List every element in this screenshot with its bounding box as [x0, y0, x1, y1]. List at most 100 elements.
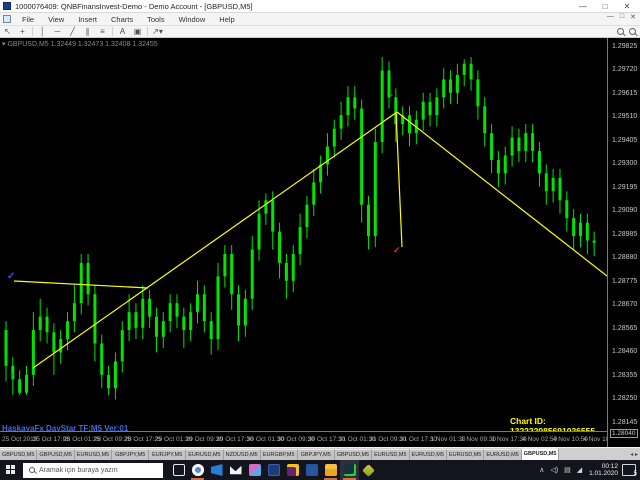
paint3d-icon[interactable] [245, 460, 264, 480]
chart-tab-eurusdm5[interactable]: EURUSD,M5 [372, 449, 410, 460]
time-tick-label: 4 Nov 10:50 [552, 436, 588, 443]
buy-arrow-marker[interactable]: ↑ [9, 371, 15, 383]
menu-help[interactable]: Help [219, 14, 235, 24]
chart-tab-eurusdm5[interactable]: EURUSD,M5 [409, 449, 447, 460]
taskbar-clock[interactable]: 00:12 1.01.2020 [589, 463, 618, 477]
buy-check-marker[interactable]: ✓ [7, 271, 16, 282]
chart-plot-area[interactable]: ▾ GBPUSD,M5 1.32449 1.32473 1.32408 1.32… [0, 38, 607, 431]
photos-app-icon[interactable] [264, 460, 283, 480]
menu-file[interactable]: File [22, 14, 35, 24]
crosshair-tool-icon[interactable]: + [20, 26, 25, 36]
folder-tray-icon[interactable]: ▤ [564, 467, 571, 474]
blue-app-icon[interactable] [302, 460, 321, 480]
windows-logo-icon [6, 465, 16, 475]
taskbar-search-input[interactable]: Aramak için buraya yazın [23, 462, 163, 478]
tab-scroll-arrows[interactable]: ◂ ▸ [630, 452, 638, 458]
search-placeholder: Aramak için buraya yazın [39, 466, 118, 474]
chart-tab-gbpusdm5[interactable]: GBPUSD,M5 [521, 448, 560, 460]
task-view-icon[interactable] [169, 460, 188, 480]
notification-center-icon[interactable]: 5 [622, 464, 637, 477]
chart-tab-gbpjpym5[interactable]: GBPJPY,M5 [297, 449, 335, 460]
window-title: 1000076409: QNBFinansInvest-Demo - Demo … [15, 1, 253, 11]
menu-tools[interactable]: Tools [147, 14, 165, 24]
diamond-app-icon[interactable] [359, 460, 378, 480]
sell-arrow-marker[interactable]: ↓ [389, 87, 395, 99]
purple-app-icon-glyph [286, 464, 299, 476]
mdi-minimize-button[interactable]: — [606, 13, 614, 20]
task-view-icon-glyph [172, 464, 185, 476]
paint3d-icon-glyph [248, 464, 261, 476]
active-app-underline [324, 478, 337, 480]
metatrader-icon[interactable] [340, 460, 359, 480]
channel-tool-icon[interactable]: ∥ [85, 26, 90, 36]
toolbar: ↖ + │ ─ ╱ ∥ ≡ A ▣ ↗▾ [0, 26, 640, 38]
price-tick-label: 1.28355 [612, 371, 638, 379]
time-axis[interactable]: 25 Oct 2019 25 Oct 17:05 28 Oct 01:25 28 Oc… [0, 431, 607, 447]
menu-window[interactable]: Window [178, 14, 206, 24]
chart-tab-eurusdm5[interactable]: EURUSD,M5 [74, 449, 113, 460]
purple-app-icon[interactable] [283, 460, 302, 480]
network-icon[interactable]: ◢ [576, 467, 583, 474]
mail-icon[interactable] [226, 460, 245, 480]
left-short-line[interactable] [13, 280, 149, 289]
time-tick-label: 4 Nov 02:50 [522, 436, 558, 443]
title-bar[interactable]: 1000076409: QNBFinansInvest-Demo - Demo … [0, 0, 640, 13]
price-tick-label: 1.29090 [612, 207, 638, 215]
chart-tab-nzdusdm5[interactable]: NZDUSD,M5 [223, 449, 261, 460]
close-button[interactable]: ✕ [623, 2, 631, 11]
blue-app-icon-glyph [305, 464, 318, 476]
text-tool-icon[interactable]: A [119, 26, 126, 36]
chart-tab-eurjpym5[interactable]: EURJPY,M5 [149, 449, 187, 460]
price-axis[interactable]: 1.29825 1.29720 1.29615 1.29510 1.29405 1.293… [607, 38, 640, 447]
cursor-tool-icon[interactable]: ↖ [4, 26, 11, 36]
file-explorer-icon[interactable] [321, 460, 340, 480]
mdi-restore-button[interactable]: □ [619, 13, 625, 20]
horizontal-line-tool-icon[interactable]: ─ [54, 26, 61, 36]
fibonacci-tool-icon[interactable]: ≡ [100, 26, 105, 36]
metatrader-icon-glyph [343, 464, 356, 476]
price-tick-label: 1.28145 [612, 418, 638, 426]
arrows-tool-icon[interactable]: ↗▾ [152, 26, 163, 36]
chart-tab-eurusdm5[interactable]: EURUSD,M5 [484, 449, 522, 460]
menu-charts[interactable]: Charts [110, 14, 134, 24]
label-tool-icon[interactable]: ▣ [133, 26, 142, 36]
trendline-tool-icon[interactable]: ╱ [70, 26, 75, 36]
symbol-label: GBPUSD,M5 [7, 41, 49, 48]
menu-view[interactable]: View [48, 14, 65, 24]
rising-trendline[interactable] [32, 111, 398, 369]
toolbar-separator [32, 27, 33, 36]
time-tick-label: 30 Oct 17:30 [308, 436, 346, 443]
chrome-icon[interactable] [188, 460, 207, 480]
tray-chevron-icon[interactable]: ∧ [539, 467, 545, 474]
start-button[interactable] [0, 460, 22, 480]
symbol-ohlc-label: ▾ GBPUSD,M5 1.32449 1.32473 1.32408 1.32… [2, 40, 158, 48]
vscode-icon[interactable] [207, 460, 226, 480]
collapse-arrow-icon[interactable]: ▾ [2, 41, 6, 48]
price-tick-label: 1.28565 [612, 324, 638, 332]
vertical-line-tool-icon[interactable]: │ [40, 26, 45, 36]
chart-tab-eurusdm5[interactable]: EURUSD,M5 [186, 449, 224, 460]
mdi-close-button[interactable]: ✕ [630, 14, 636, 21]
binoculars-icon[interactable] [629, 28, 636, 35]
sell-check-marker[interactable]: ✓ [393, 245, 401, 255]
chart-tab-gbpusdm5[interactable]: GBPUSD,M5 [37, 449, 75, 460]
chart-window-icon[interactable] [3, 15, 11, 23]
speaker-icon[interactable]: ◁) [550, 467, 559, 474]
chart-tab-gbpusdm5[interactable]: GBPUSD,M5 [334, 449, 373, 460]
falling-trendline[interactable] [396, 111, 607, 277]
chart-tab-gbpusdm5[interactable]: GBPUSD,M5 [0, 449, 38, 460]
menu-insert[interactable]: Insert [78, 14, 97, 24]
chart-tab-eurgbpm5[interactable]: EURGBP,M5 [260, 449, 298, 460]
minimize-button[interactable]: — [579, 2, 587, 11]
ohlc-values: 1.32449 1.32473 1.32408 1.32455 [50, 41, 158, 48]
chart-tab-eurusdm5[interactable]: EURUSD,M5 [446, 449, 485, 460]
price-tick-label: 1.28250 [612, 395, 638, 403]
chart-tab-bar: GBPUSD,M5 GBPUSD,M5 EURUSD,M5 GBPJPY,M5 EURJ… [0, 447, 640, 460]
diamond-app-icon-glyph [362, 463, 375, 477]
clock-time: 00:12 [601, 463, 618, 470]
vertical-drop-line[interactable] [395, 111, 403, 248]
zoom-in-icon[interactable] [617, 28, 624, 35]
search-icon [29, 467, 35, 473]
maximize-button[interactable]: □ [602, 2, 608, 11]
chart-tab-gbpjpym5[interactable]: GBPJPY,M5 [112, 449, 150, 460]
